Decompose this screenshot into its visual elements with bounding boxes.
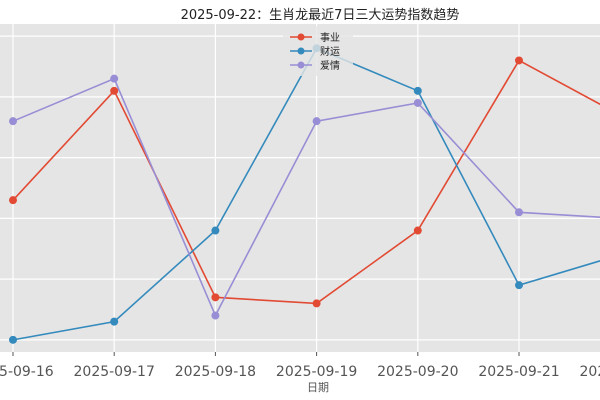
data-point <box>413 226 422 235</box>
data-point <box>515 281 523 290</box>
x-tick-label: 2025-09-19 <box>276 364 357 380</box>
data-point <box>515 56 523 65</box>
x-tick-label: 2025-09-18 <box>175 364 256 380</box>
series-事业 <box>9 56 600 308</box>
legend-label: 事业 <box>320 31 340 44</box>
x-axis-label: 日期 <box>307 381 329 394</box>
data-point <box>413 86 422 95</box>
x-tick-label: 2025-09-16 <box>0 364 54 380</box>
data-point <box>515 208 523 217</box>
data-point <box>110 317 119 326</box>
x-tick-label: 2025-09-20 <box>377 364 458 380</box>
data-point <box>9 335 17 344</box>
data-point <box>211 293 220 302</box>
x-tick-label: 2025-09-22 <box>580 364 600 380</box>
legend-item: 财运 <box>290 45 340 58</box>
legend-marker-icon <box>297 61 305 69</box>
x-tick-label: 2025-09-17 <box>74 364 155 380</box>
data-point <box>110 86 119 95</box>
data-point <box>9 196 17 205</box>
data-point <box>9 117 17 126</box>
legend-item: 爱情 <box>290 59 340 72</box>
data-point <box>413 98 422 107</box>
series-爱情 <box>9 74 600 320</box>
legend-label: 爱情 <box>320 59 340 72</box>
chart-title: 2025-09-22：生肖龙最近7日三大运势指数趋势 <box>180 8 460 23</box>
data-point <box>312 299 321 308</box>
x-axis-ticks: 2025-09-16 2025-09-17 2025-09-18 2025-09-19… <box>0 352 600 380</box>
legend-marker-icon <box>297 47 305 55</box>
data-point <box>211 226 220 235</box>
x-tick-label: 2025-09-21 <box>478 364 559 380</box>
legend-marker-icon <box>297 33 305 41</box>
data-point <box>110 74 119 83</box>
data-point <box>312 117 321 126</box>
legend-label: 财运 <box>320 45 340 58</box>
legend-item: 事业 <box>290 31 340 44</box>
data-point <box>211 311 220 320</box>
